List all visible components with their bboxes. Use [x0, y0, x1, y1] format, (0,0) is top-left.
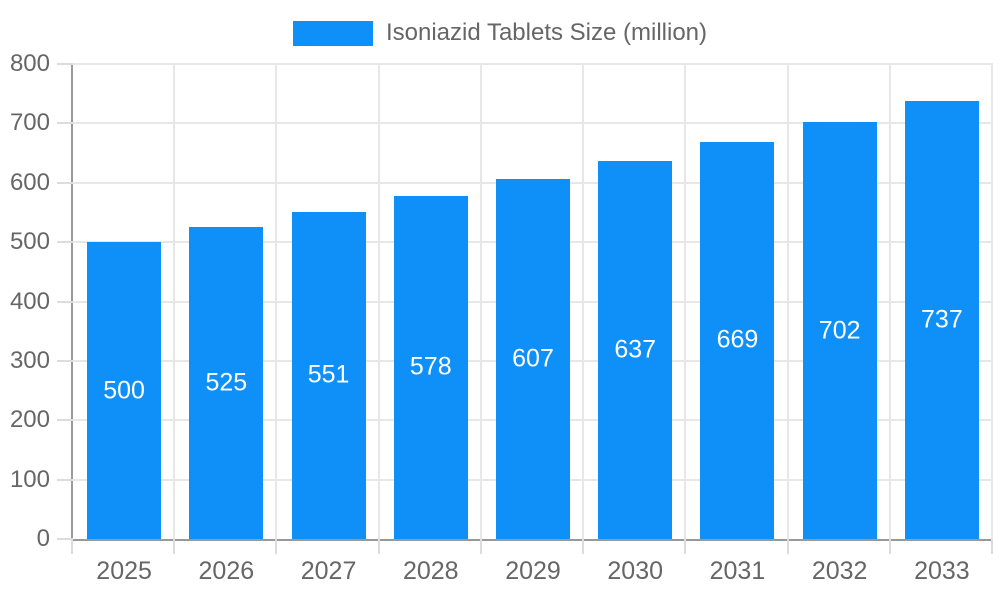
y-tick-mark [57, 359, 73, 362]
y-axis-tick-label: 600 [9, 168, 50, 196]
bar-value-label: 551 [307, 360, 350, 389]
legend-swatch-icon [292, 20, 373, 46]
x-tick-mark [377, 539, 380, 554]
bar-2033[interactable] [905, 101, 979, 539]
bar-value-label: 500 [103, 376, 145, 405]
x-axis-tick-label: 2031 [709, 557, 766, 585]
v-gridline [479, 64, 482, 539]
y-tick-mark [57, 63, 73, 65]
h-gridline [73, 63, 993, 65]
x-axis-line [71, 539, 993, 541]
y-axis-tick-label: 0 [36, 525, 50, 552]
bar-value-label: 578 [409, 352, 452, 381]
x-axis-tick-label: 2026 [198, 557, 255, 585]
bar-2027[interactable] [292, 212, 366, 539]
chart-legend[interactable]: Isoniazid Tablets Size (million) [0, 19, 1000, 47]
y-axis-tick-label: 500 [9, 228, 50, 256]
x-tick-mark [275, 539, 278, 554]
h-gridline [73, 122, 993, 125]
x-tick-mark [479, 539, 482, 554]
bar-2025[interactable] [87, 242, 161, 539]
x-axis-tick-label: 2025 [96, 557, 152, 585]
x-tick-mark [582, 539, 585, 554]
x-tick-mark [684, 539, 687, 554]
v-gridline [582, 64, 585, 539]
y-axis-tick-label: 700 [9, 109, 50, 137]
y-tick-mark [57, 122, 73, 125]
x-tick-mark [786, 539, 789, 554]
legend-label: Isoniazid Tablets Size (million) [385, 19, 708, 46]
y-axis-tick-label: 100 [9, 465, 50, 493]
bar-value-label: 607 [512, 344, 554, 373]
bar-2031[interactable] [700, 142, 774, 539]
y-tick-mark [57, 478, 73, 481]
plot-area: 500 525 551 578 607 637 669 702 737 [71, 63, 993, 541]
y-tick-mark [57, 300, 73, 303]
x-axis-tick-label: 2028 [402, 557, 459, 585]
v-gridline [684, 64, 687, 539]
bar-2029[interactable] [496, 179, 570, 539]
y-tick-mark [57, 181, 73, 184]
x-tick-mark [173, 539, 176, 554]
v-gridline [991, 64, 993, 539]
y-tick-mark [57, 419, 73, 422]
v-gridline [888, 64, 891, 539]
bar-2026[interactable] [189, 227, 263, 539]
x-axis-tick-label: 2029 [505, 557, 561, 585]
bar-2032[interactable] [803, 122, 877, 539]
bar-value-label: 737 [921, 305, 963, 334]
v-gridline [377, 64, 380, 539]
y-axis-tick-label: 300 [9, 346, 50, 374]
x-axis-tick-label: 2032 [811, 557, 868, 585]
bar-value-label: 702 [818, 316, 861, 345]
y-tick-mark [57, 241, 73, 244]
bar-value-label: 525 [205, 368, 248, 397]
v-gridline [275, 64, 278, 539]
v-gridline [173, 64, 176, 539]
y-tick-mark [57, 538, 73, 540]
bar-2030[interactable] [598, 161, 672, 539]
x-axis-tick-label: 2027 [300, 557, 357, 585]
x-axis-tick-label: 2033 [914, 557, 970, 585]
y-axis-tick-label: 800 [9, 50, 50, 77]
x-tick-mark [71, 539, 73, 554]
y-axis-tick-label: 200 [9, 406, 50, 434]
v-gridline [786, 64, 789, 539]
bar-value-label: 637 [614, 335, 657, 364]
x-axis-tick-label: 2030 [607, 557, 664, 585]
x-tick-mark [888, 539, 891, 554]
y-axis-tick-label: 400 [9, 287, 50, 315]
bar-value-label: 669 [716, 325, 759, 354]
x-tick-mark [991, 539, 993, 554]
bar-2028[interactable] [394, 196, 468, 539]
